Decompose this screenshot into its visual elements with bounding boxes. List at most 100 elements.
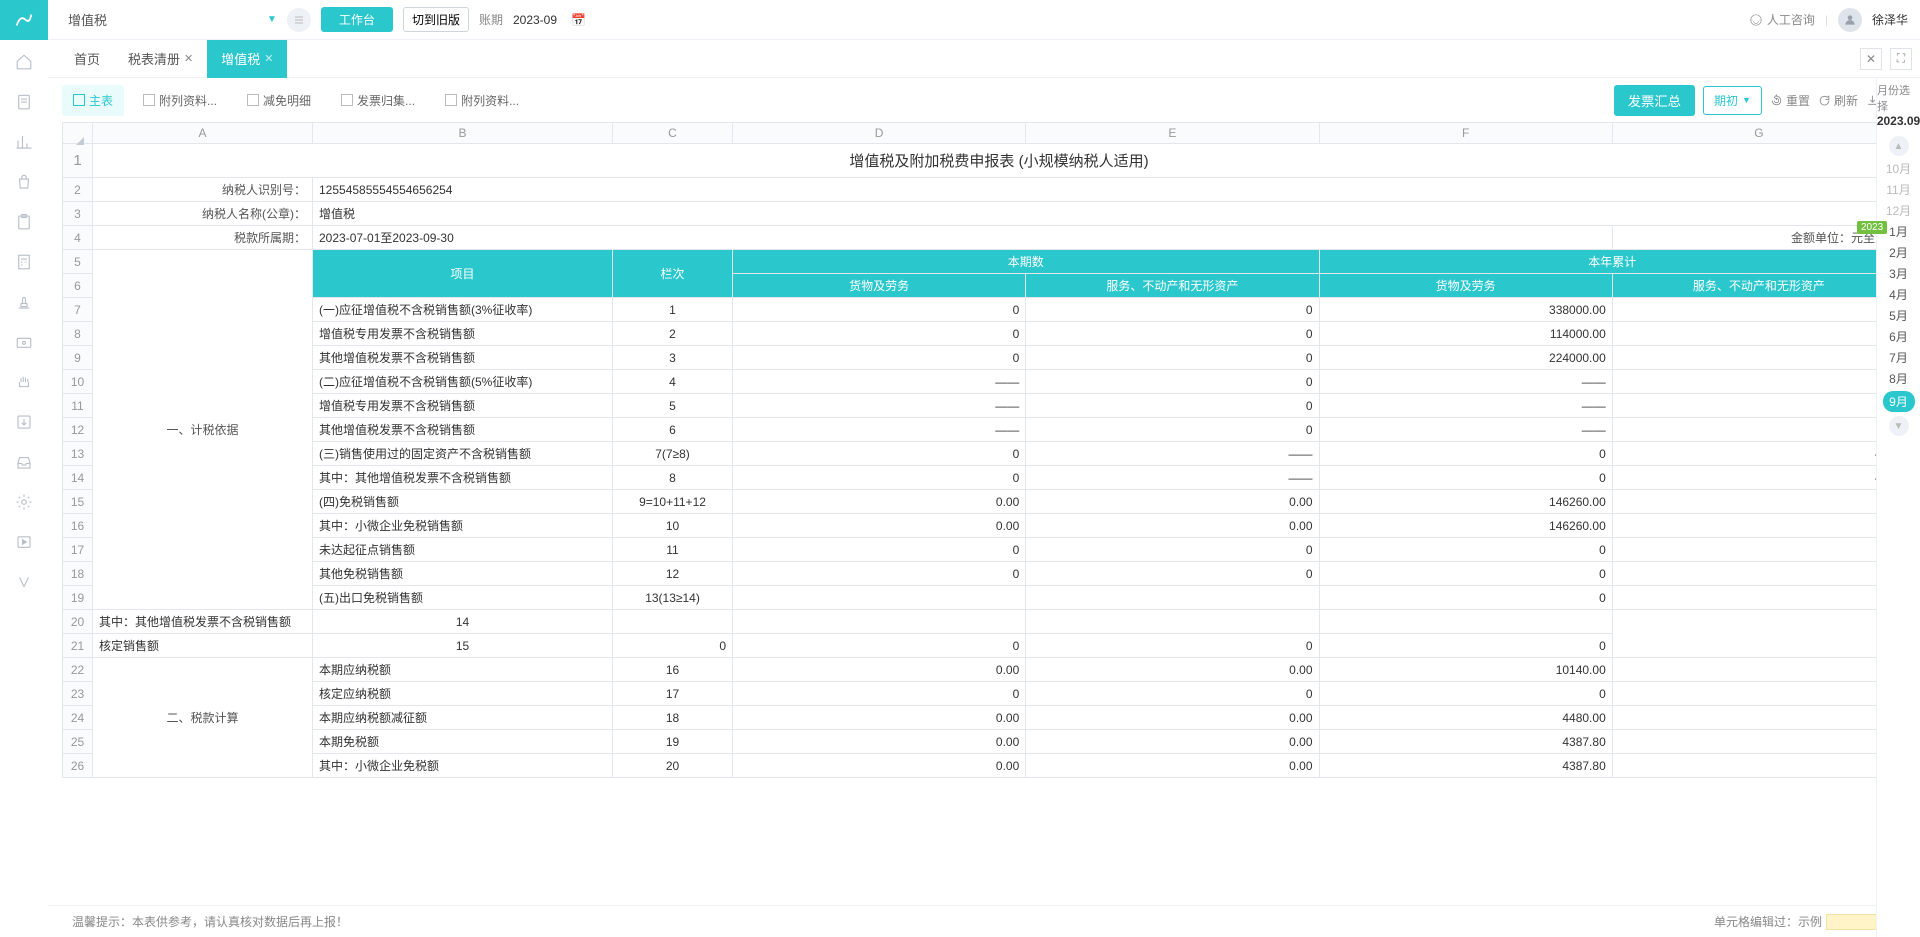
- nav-play-icon[interactable]: [0, 524, 48, 560]
- nav-stamp-icon[interactable]: [0, 284, 48, 320]
- data-cell[interactable]: 0: [1612, 562, 1905, 586]
- data-cell[interactable]: 0: [1026, 370, 1319, 394]
- data-cell[interactable]: 0: [733, 562, 1026, 586]
- data-cell[interactable]: 4387.80: [1319, 754, 1612, 778]
- data-cell[interactable]: 0: [1319, 682, 1612, 706]
- data-cell[interactable]: 0: [1612, 322, 1905, 346]
- data-cell[interactable]: 10140.00: [1319, 658, 1612, 682]
- data-cell[interactable]: 0: [1319, 562, 1612, 586]
- month-5月[interactable]: 5月: [1877, 305, 1920, 326]
- item-cell[interactable]: 未达起征点销售额: [313, 538, 613, 562]
- tab-close-icon[interactable]: ✕: [264, 52, 273, 65]
- data-cell[interactable]: [1319, 610, 1612, 634]
- item-cell[interactable]: 其中：小微企业免税销售额: [313, 514, 613, 538]
- menu-icon[interactable]: [287, 8, 311, 32]
- data-cell[interactable]: 0.00: [1026, 490, 1319, 514]
- tab-增值税[interactable]: 增值税✕: [207, 40, 287, 78]
- month-7月[interactable]: 7月: [1877, 347, 1920, 368]
- data-cell[interactable]: 0.00: [1612, 370, 1905, 394]
- data-cell[interactable]: 0: [1319, 634, 1612, 658]
- nav-chart-icon[interactable]: [0, 124, 48, 160]
- subtab-减免明细[interactable]: 减免明细: [236, 85, 322, 116]
- nav-gear-icon[interactable]: [0, 484, 48, 520]
- data-cell[interactable]: 0: [1319, 442, 1612, 466]
- data-cell[interactable]: 0: [1026, 634, 1319, 658]
- item-cell[interactable]: 本期免税额: [313, 730, 613, 754]
- data-cell[interactable]: 0.00: [1026, 658, 1319, 682]
- nav-inbox-icon[interactable]: [0, 444, 48, 480]
- data-cell[interactable]: 0.00: [733, 730, 1026, 754]
- data-cell[interactable]: 0.00: [1612, 730, 1905, 754]
- item-cell[interactable]: 增值税专用发票不含税销售额: [313, 394, 613, 418]
- month-9月[interactable]: 9月: [1883, 391, 1915, 412]
- data-cell[interactable]: 0.00: [733, 706, 1026, 730]
- item-cell[interactable]: (二)应征增值税不含税销售额(5%征收率): [313, 370, 613, 394]
- month-10月[interactable]: 10月: [1877, 158, 1920, 179]
- data-cell[interactable]: [1026, 586, 1319, 610]
- data-cell[interactable]: 0.00: [1612, 490, 1905, 514]
- tab-close-icon[interactable]: ✕: [184, 52, 193, 65]
- data-cell[interactable]: ——: [1612, 466, 1905, 490]
- nav-v-icon[interactable]: [0, 564, 48, 600]
- month-next-icon[interactable]: ▼: [1889, 416, 1909, 436]
- data-cell[interactable]: [1026, 610, 1319, 634]
- data-cell[interactable]: 0.00: [1026, 514, 1319, 538]
- data-cell[interactable]: 0: [1612, 394, 1905, 418]
- item-cell[interactable]: 其他增值税发票不含税销售额: [313, 346, 613, 370]
- nav-home-icon[interactable]: [0, 44, 48, 80]
- item-cell[interactable]: 增值税专用发票不含税销售额: [313, 322, 613, 346]
- data-cell[interactable]: 0.00: [1612, 298, 1905, 322]
- data-cell[interactable]: 0: [1612, 586, 1905, 610]
- data-cell[interactable]: 146260.00: [1319, 490, 1612, 514]
- data-cell[interactable]: ——: [1319, 418, 1612, 442]
- data-cell[interactable]: 0.00: [1612, 514, 1905, 538]
- item-cell[interactable]: (三)销售使用过的固定资产不含税销售额: [313, 442, 613, 466]
- month-2月[interactable]: 2月: [1877, 242, 1920, 263]
- invoice-summary-button[interactable]: 发票汇总: [1614, 85, 1695, 116]
- month-6月[interactable]: 6月: [1877, 326, 1920, 347]
- tab-税表清册[interactable]: 税表清册✕: [114, 40, 207, 78]
- calendar-icon[interactable]: 📅: [571, 13, 586, 27]
- item-cell[interactable]: 其他增值税发票不含税销售额: [313, 418, 613, 442]
- item-cell[interactable]: 其中：小微企业免税额: [313, 754, 613, 778]
- data-cell[interactable]: ——: [1026, 442, 1319, 466]
- data-cell[interactable]: 114000.00: [1319, 322, 1612, 346]
- nav-money-icon[interactable]: [0, 324, 48, 360]
- data-cell[interactable]: 0: [1612, 418, 1905, 442]
- nav-clip-icon[interactable]: [0, 204, 48, 240]
- item-cell[interactable]: (四)免税销售额: [313, 490, 613, 514]
- month-8月[interactable]: 8月: [1877, 368, 1920, 389]
- data-cell[interactable]: 0: [1319, 466, 1612, 490]
- data-cell[interactable]: 338000.00: [1319, 298, 1612, 322]
- spreadsheet[interactable]: ABCDEFG1增值税及附加税费申报表 (小规模纳税人适用)2纳税人识别号：12…: [48, 122, 1920, 905]
- nav-calc-icon[interactable]: [0, 244, 48, 280]
- month-4月[interactable]: 4月: [1877, 284, 1920, 305]
- data-cell[interactable]: 146260.00: [1319, 514, 1612, 538]
- data-cell[interactable]: [733, 610, 1026, 634]
- data-cell[interactable]: 0.00: [1026, 730, 1319, 754]
- item-cell[interactable]: 本期应纳税额减征额: [313, 706, 613, 730]
- data-cell[interactable]: 0.00: [1612, 706, 1905, 730]
- reset-button[interactable]: 重置: [1770, 92, 1810, 109]
- nav-export-icon[interactable]: [0, 404, 48, 440]
- data-cell[interactable]: ——: [1319, 394, 1612, 418]
- data-cell[interactable]: 0: [733, 682, 1026, 706]
- workbench-button[interactable]: 工作台: [321, 7, 393, 32]
- tab-首页[interactable]: 首页: [60, 40, 114, 78]
- data-cell[interactable]: 0: [1319, 586, 1612, 610]
- data-cell[interactable]: 0.00: [1026, 754, 1319, 778]
- data-cell[interactable]: 0: [733, 466, 1026, 490]
- data-cell[interactable]: 0: [1026, 418, 1319, 442]
- data-cell[interactable]: 0.00: [733, 490, 1026, 514]
- data-cell[interactable]: 0: [1026, 538, 1319, 562]
- data-cell[interactable]: 0.00: [1026, 706, 1319, 730]
- data-cell[interactable]: ——: [1319, 370, 1612, 394]
- subtab-发票归集...[interactable]: 发票归集...: [330, 85, 426, 116]
- data-cell[interactable]: ——: [733, 370, 1026, 394]
- fullscreen-icon[interactable]: ⛶: [1890, 48, 1912, 70]
- item-cell[interactable]: 核定应纳税额: [313, 682, 613, 706]
- data-cell[interactable]: 0: [733, 538, 1026, 562]
- item-cell[interactable]: (五)出口免税销售额: [313, 586, 613, 610]
- data-cell[interactable]: 0: [1319, 538, 1612, 562]
- subtab-附列资料...[interactable]: 附列资料...: [434, 85, 530, 116]
